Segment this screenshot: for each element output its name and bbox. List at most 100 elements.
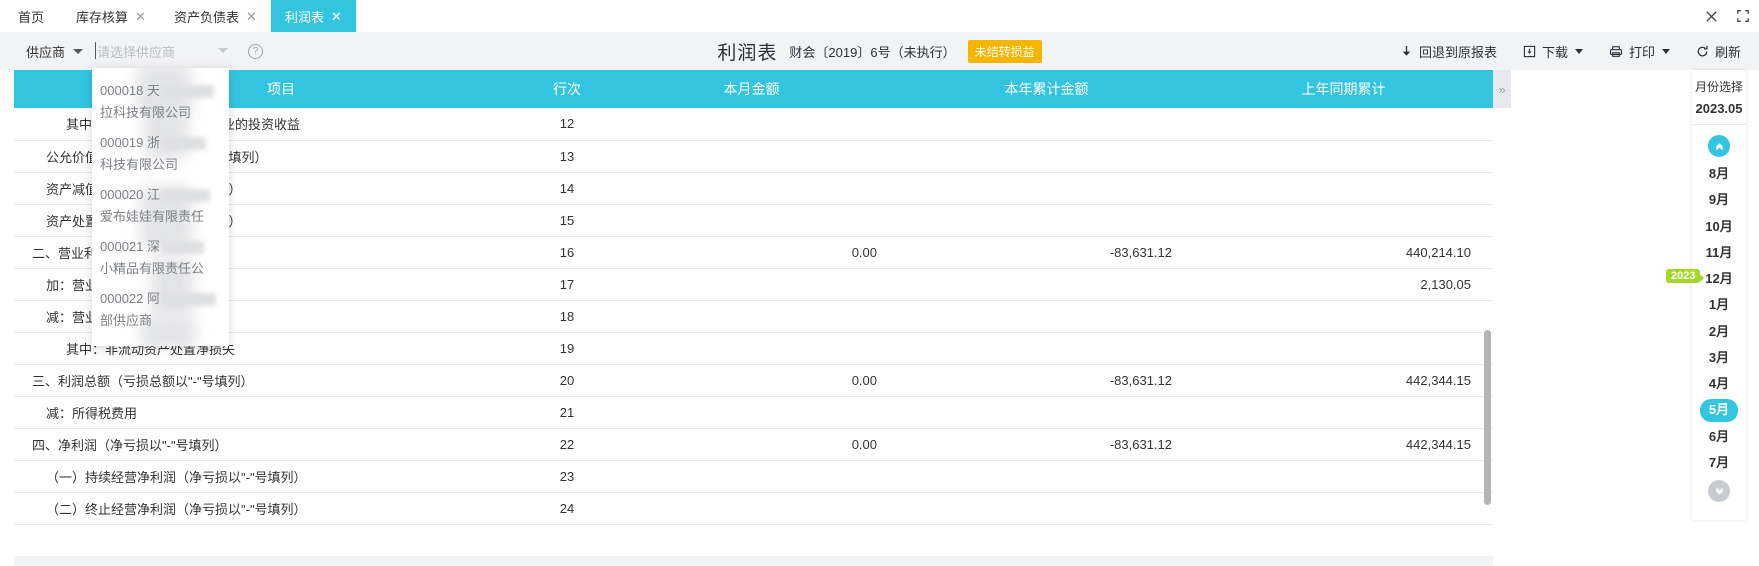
month-item-2[interactable]: 10月 xyxy=(1705,218,1733,234)
cell-prev-amount: 442,344.15 xyxy=(1194,364,1493,397)
tab-close-icon[interactable]: ✕ xyxy=(135,8,146,24)
column-header-year[interactable]: 本年累计金额 xyxy=(899,70,1194,108)
tab-close-icon[interactable]: ✕ xyxy=(330,8,342,24)
table-row[interactable]: 其中：对联营企业和合营企业的投资收益12 xyxy=(14,108,1493,141)
supplier-option-3[interactable]: 000021 深小精品有限责任公 xyxy=(92,232,229,284)
report-toolbar: 利润表 财会〔2019〕6号（未执行） 未结转损益 供应商 请选择供应商 ? 回… xyxy=(0,32,1759,70)
supplier-filter-select[interactable]: 供应商 xyxy=(26,42,84,61)
table-row[interactable]: 三、利润总额（亏损总额以"-"号填列） 20 0.00 -83,631.12 442,3… xyxy=(14,364,1493,397)
tab-3[interactable]: 利润表 ✕ xyxy=(270,0,356,32)
month-item-9[interactable]: 5月 xyxy=(1699,399,1739,422)
column-header-line[interactable]: 行次 xyxy=(530,70,604,108)
cell-month-amount xyxy=(604,140,899,173)
table-row[interactable]: （二）终止经营净利润（净亏损以"-"号填列） 24 xyxy=(14,492,1493,525)
status-badge[interactable]: 未结转损益 xyxy=(967,39,1042,63)
toolbar-action-2[interactable]: 打印 xyxy=(1609,42,1670,61)
cell-line-number: 20 xyxy=(530,364,604,397)
table-row[interactable]: 公允价值变动收益（损失以"-"号填列）13 xyxy=(14,140,1493,173)
supplier-name-suffix: 有限公司 xyxy=(139,105,192,120)
tab-label: 库存核算 xyxy=(76,9,129,25)
supplier-option-0[interactable]: 000018 天拉科技有限公司 xyxy=(92,76,229,128)
month-item-1[interactable]: 9月 xyxy=(1708,192,1730,208)
filter-group: 供应商 请选择供应商 ? xyxy=(0,38,264,64)
month-item-3[interactable]: 11月 xyxy=(1705,244,1733,260)
month-item-6[interactable]: 2月 xyxy=(1708,323,1730,339)
cell-prev-amount xyxy=(1194,140,1493,173)
supplier-name-mid: 科技有 xyxy=(100,157,140,172)
supplier-code: 000022 xyxy=(100,291,144,306)
cell-line-number: 23 xyxy=(530,460,604,493)
cell-month-amount xyxy=(604,204,899,237)
panel-collapse-handle[interactable]: » xyxy=(1493,70,1511,108)
month-item-8[interactable]: 4月 xyxy=(1708,376,1730,391)
month-item-0[interactable]: 8月 xyxy=(1708,166,1730,181)
cell-month-amount xyxy=(604,332,899,365)
table-row[interactable]: 四、净利润（净亏损以"-"号填列） 22 0.00 -83,631.12 442,344… xyxy=(14,428,1493,461)
month-panel-title: 月份选择 xyxy=(1694,80,1743,94)
supplier-option-1[interactable]: 000019 浙科技有限公司 xyxy=(92,128,229,180)
cell-month-amount xyxy=(604,108,899,141)
table-row[interactable]: 二、营业利润（亏损以"-"号填列）160.00-83,631.12440,214… xyxy=(14,236,1493,269)
chevron-down-icon[interactable] xyxy=(1708,480,1730,502)
restore-icon[interactable] xyxy=(1727,0,1759,32)
table-vertical-scrollbar[interactable] xyxy=(1484,330,1491,505)
month-item-11[interactable]: 7月 xyxy=(1708,454,1730,470)
table-row[interactable]: 减：所得税费用 21 xyxy=(14,396,1493,429)
table-row[interactable]: 减：营业外支出18 xyxy=(14,300,1493,333)
toolbar-action-1[interactable]: 下载 xyxy=(1523,42,1583,61)
text-cursor xyxy=(95,42,97,59)
cell-prev-amount xyxy=(1194,396,1493,429)
close-icon[interactable] xyxy=(1695,0,1727,32)
table-row[interactable]: 资产减值损失（损失以"-"号填列）14 xyxy=(14,172,1493,205)
table-row[interactable]: 其中：非流动资产处置净损失 19 xyxy=(14,332,1493,365)
cell-prev-amount xyxy=(1194,492,1493,525)
cell-line-number: 19 xyxy=(530,332,604,365)
cell-year-amount xyxy=(899,492,1194,525)
tab-2[interactable]: 资产负债表 ✕ xyxy=(159,0,271,32)
supplier-option-2[interactable]: 000020 江爱布娃娃有限责任 xyxy=(92,180,229,232)
supplier-search-input[interactable]: 请选择供应商 xyxy=(95,38,232,64)
column-header-prev[interactable]: 上年同期累计 xyxy=(1194,70,1493,108)
tab-label: 首页 xyxy=(18,9,45,25)
cell-prev-amount xyxy=(1194,300,1493,333)
toolbar-action-3[interactable]: 刷新 xyxy=(1696,42,1741,61)
cell-year-amount xyxy=(899,204,1194,237)
supplier-option-4[interactable]: 000022 阿部供应商 xyxy=(92,284,229,336)
supplier-name-mid: 拉科技 xyxy=(100,105,140,120)
cell-year-amount xyxy=(899,332,1194,365)
cell-line-number: 21 xyxy=(530,396,604,429)
cell-year-amount xyxy=(899,140,1194,173)
divider xyxy=(1692,124,1746,125)
help-icon[interactable]: ? xyxy=(248,43,264,59)
tab-1[interactable]: 库存核算 ✕ xyxy=(62,0,160,32)
cell-year-amount: -83,631.12 xyxy=(899,236,1194,269)
cell-year-amount xyxy=(899,396,1194,429)
month-item-7[interactable]: 3月 xyxy=(1708,349,1730,365)
supplier-name-prefix: 深 xyxy=(147,239,161,254)
toolbar-action-0[interactable]: 回退到原报表 xyxy=(1400,42,1497,61)
cell-item: 四、净利润（净亏损以"-"号填列） xyxy=(14,428,530,461)
column-header-month[interactable]: 本月金额 xyxy=(604,70,899,108)
cell-line-number: 18 xyxy=(530,300,604,333)
table-row[interactable]: （一）持续经营净利润（净亏损以"-"号填列） 23 xyxy=(14,460,1493,493)
cell-item: （一）持续经营净利润（净亏损以"-"号填列） xyxy=(14,460,530,493)
supplier-name-prefix: 阿 xyxy=(147,291,161,306)
cell-year-amount xyxy=(899,268,1194,301)
supplier-name-mid: 爱布娃 xyxy=(100,209,140,224)
chevron-down-icon xyxy=(1661,48,1670,54)
download-arrow-icon xyxy=(1400,45,1413,58)
month-item-10[interactable]: 6月 xyxy=(1708,428,1730,444)
month-item-4[interactable]: 12月 xyxy=(1705,271,1733,286)
cell-prev-amount xyxy=(1194,204,1493,237)
cell-month-amount xyxy=(604,300,899,333)
chevron-up-icon[interactable] xyxy=(1708,135,1730,157)
table-row[interactable]: 资产处置收益（损失以"-"号填列）15 xyxy=(14,204,1493,237)
chevron-down-icon xyxy=(1574,48,1583,54)
tab-close-icon[interactable]: ✕ xyxy=(245,8,257,24)
supplier-name-mid: 小精品 xyxy=(100,261,140,276)
month-item-5[interactable]: 1月 xyxy=(1708,297,1730,313)
supplier-dropdown-list[interactable]: 000018 天拉科技有限公司 000019 浙科技有限公司 000020 江爱布娃… xyxy=(92,68,229,346)
cell-item: 减：所得税费用 xyxy=(14,396,530,429)
tab-0[interactable]: 首页 xyxy=(0,0,63,32)
table-row[interactable]: 加：营业外收入172,130.05 xyxy=(14,268,1493,301)
